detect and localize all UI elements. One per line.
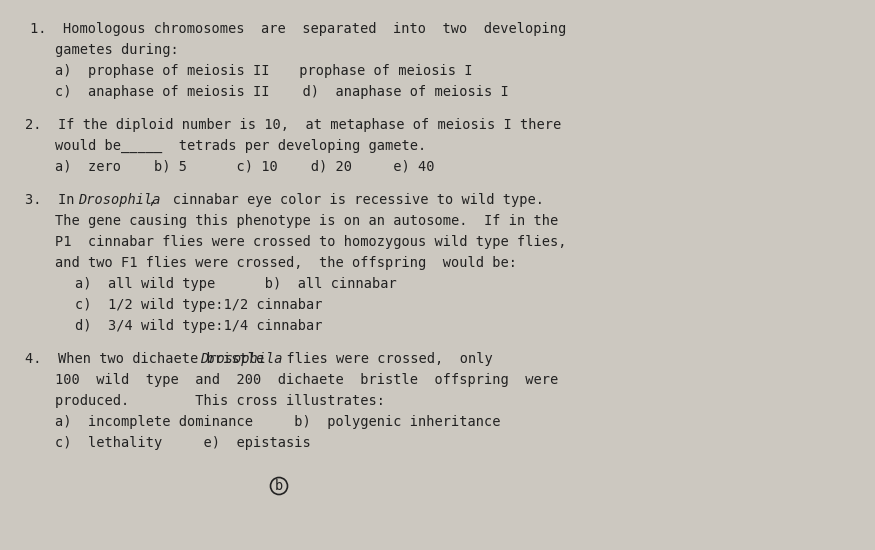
Text: c)  anaphase of meiosis II    d)  anaphase of meiosis I: c) anaphase of meiosis II d) anaphase of…	[55, 85, 508, 99]
Text: 1.  Homologous chromosomes  are  separated  into  two  developing: 1. Homologous chromosomes are separated …	[30, 22, 566, 36]
Text: prophase of meiosis I: prophase of meiosis I	[291, 64, 472, 78]
Text: would be_____  tetrads per developing gamete.: would be_____ tetrads per developing gam…	[55, 139, 426, 153]
Text: The gene causing this phenotype is on an autosome.  If in the: The gene causing this phenotype is on an…	[55, 214, 558, 228]
Text: produced.        This cross illustrates:: produced. This cross illustrates:	[55, 394, 385, 408]
Text: a)  all wild type      b)  all cinnabar: a) all wild type b) all cinnabar	[75, 277, 396, 291]
Text: d)  3/4 wild type:1/4 cinnabar: d) 3/4 wild type:1/4 cinnabar	[75, 319, 323, 333]
Text: a)  zero    b) 5      c) 10    d) 20     e) 40: a) zero b) 5 c) 10 d) 20 e) 40	[55, 160, 435, 174]
Text: Drosophila: Drosophila	[200, 352, 283, 366]
Text: 4.  When two dichaete bristle: 4. When two dichaete bristle	[25, 352, 272, 366]
Text: 2.  If the diploid number is 10,  at metaphase of meiosis I there: 2. If the diploid number is 10, at metap…	[25, 118, 561, 132]
Text: c)  lethality     e)  epistasis: c) lethality e) epistasis	[55, 436, 311, 450]
Text: 100  wild  type  and  200  dichaete  bristle  offspring  were: 100 wild type and 200 dichaete bristle o…	[55, 373, 558, 387]
Text: P1  cinnabar flies were crossed to homozygous wild type flies,: P1 cinnabar flies were crossed to homozy…	[55, 235, 566, 249]
Text: a)  prophase of meiosis II: a) prophase of meiosis II	[55, 64, 277, 78]
Text: b: b	[275, 479, 284, 493]
Text: Drosophila: Drosophila	[78, 193, 160, 207]
Text: a)  incomplete dominance     b)  polygenic inheritance: a) incomplete dominance b) polygenic inh…	[55, 415, 500, 429]
Text: ,  cinnabar eye color is recessive to wild type.: , cinnabar eye color is recessive to wil…	[148, 193, 544, 207]
Text: 3.  In: 3. In	[25, 193, 83, 207]
Text: c)  1/2 wild type:1/2 cinnabar: c) 1/2 wild type:1/2 cinnabar	[75, 298, 323, 312]
Text: flies were crossed,  only: flies were crossed, only	[270, 352, 493, 366]
Text: gametes during:: gametes during:	[55, 43, 178, 57]
Text: and two F1 flies were crossed,  the offspring  would be:: and two F1 flies were crossed, the offsp…	[55, 256, 517, 270]
